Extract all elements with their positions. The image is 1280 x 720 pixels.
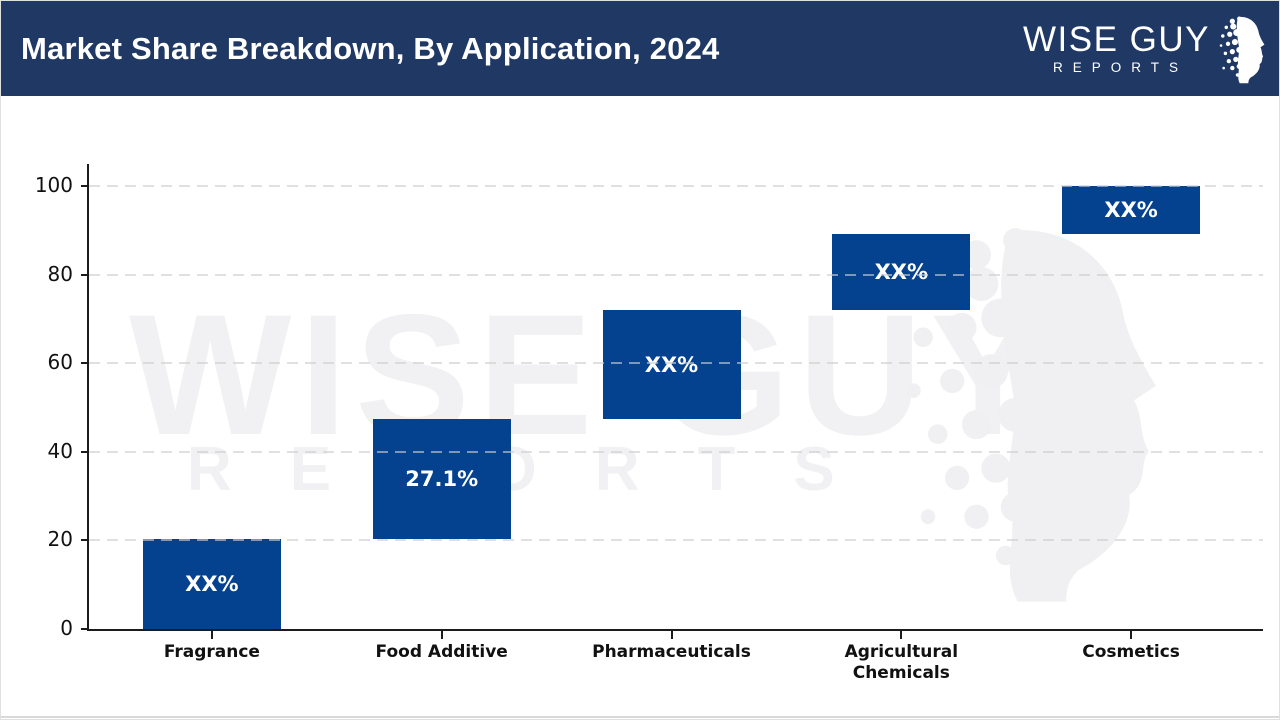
y-tick-label: 40 xyxy=(47,438,73,463)
page-title: Market Share Breakdown, By Application, … xyxy=(21,30,720,66)
y-tick-label: 0 xyxy=(60,616,73,640)
y-tick-0 xyxy=(81,628,89,630)
bar-value-label: 27.1% xyxy=(405,466,479,491)
y-axis xyxy=(87,164,89,631)
y-tick-label: 20 xyxy=(47,527,73,552)
chart-area: WISE GUY REPORTS 0 20 40 60 80 100 XX% Fragranc… xyxy=(1,96,1280,719)
y-tick-60 xyxy=(81,362,89,365)
logo-wiseguy-text: WISE GUY xyxy=(1022,20,1210,59)
x-tick-agricultural-chemicals xyxy=(900,631,903,639)
gridline-20 xyxy=(89,539,1263,542)
bar-value-label: XX% xyxy=(185,571,239,596)
bar-value-label: XX% xyxy=(644,352,699,377)
gridline-80 xyxy=(89,273,1263,276)
x-category-label: Food Additive xyxy=(375,642,508,662)
x-category-label: Agricultural Chemicals xyxy=(844,642,959,684)
header: Market Share Breakdown, By Application, … xyxy=(1,1,1279,96)
x-category-label: Pharmaceuticals xyxy=(592,642,751,662)
bar-value-label: XX% xyxy=(1104,197,1158,222)
bottom-border xyxy=(1,716,1279,718)
y-tick-label: 100 xyxy=(34,173,73,197)
x-axis xyxy=(87,629,1263,631)
gridline-40 xyxy=(89,450,1263,453)
wiseguy-logo: WISE GUY REPORTS xyxy=(1023,12,1267,86)
x-category-label: Fragrance xyxy=(163,642,260,662)
bar-value-label: XX% xyxy=(874,260,929,285)
y-tick-label: 80 xyxy=(47,261,73,286)
y-tick-80 xyxy=(81,273,89,276)
logo-reports-text: REPORTS xyxy=(1052,60,1188,75)
gridline-100 xyxy=(89,185,1263,187)
watermark-face-icon xyxy=(906,228,1156,602)
wiseguy-face-icon xyxy=(1219,16,1265,83)
bar-pharmaceuticals: XX% xyxy=(602,310,741,419)
bar-agricultural-chemicals: XX% xyxy=(832,233,971,311)
y-tick-100 xyxy=(81,185,89,187)
x-tick-food-additive xyxy=(440,631,443,639)
watermark-reports-text: REPORTS xyxy=(187,435,893,504)
x-tick-cosmetics xyxy=(1130,631,1133,639)
gridline-60 xyxy=(89,362,1263,365)
y-tick-40 xyxy=(81,450,89,453)
watermark-wiseguy-text: WISE GUY xyxy=(129,279,1054,471)
x-tick-pharmaceuticals xyxy=(670,631,673,639)
logo-wordmark: WISE GUY REPORTS xyxy=(1023,22,1210,75)
x-tick-fragrance xyxy=(210,631,213,639)
y-tick-label: 60 xyxy=(47,350,73,375)
bar-cosmetics: XX% xyxy=(1062,186,1201,234)
y-tick-20 xyxy=(81,539,89,542)
x-category-label: Cosmetics xyxy=(1082,642,1180,662)
bar-food-additive: 27.1% xyxy=(372,418,511,539)
bar-fragrance: XX% xyxy=(142,538,281,629)
